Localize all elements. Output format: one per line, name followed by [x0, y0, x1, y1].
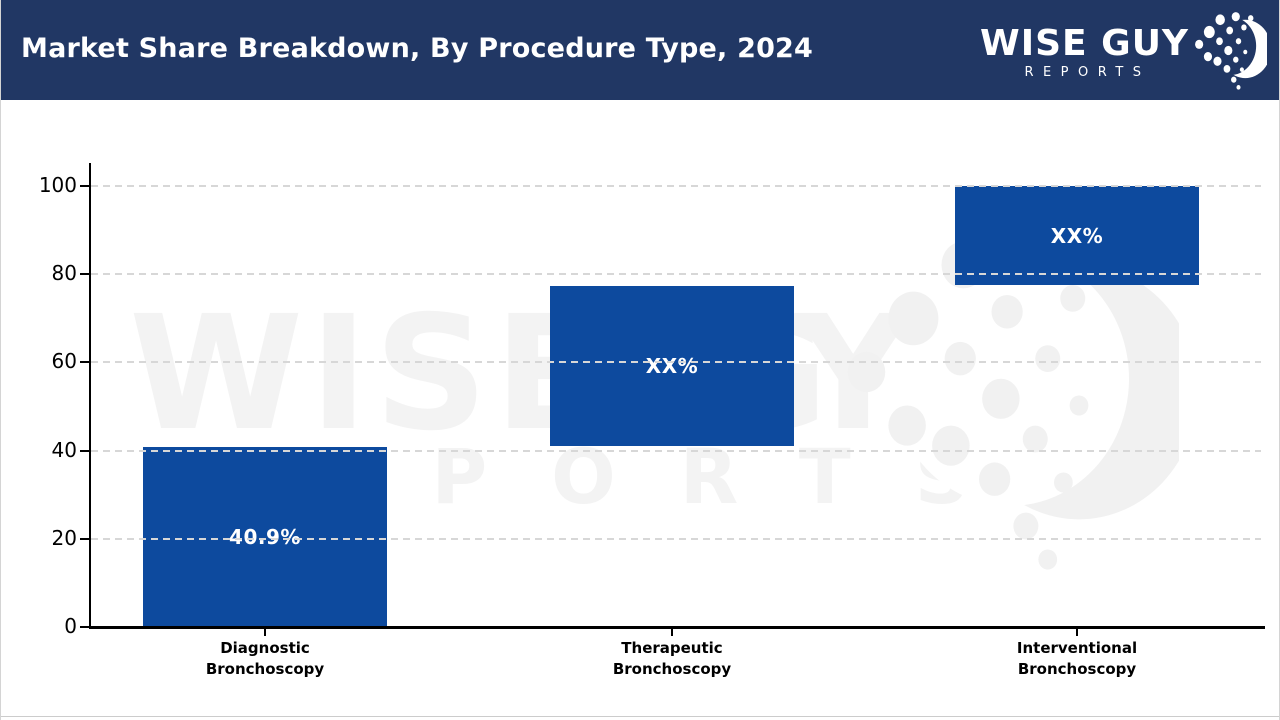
brand-logo-text: WISE GUY REPORTS [979, 23, 1189, 81]
y-axis-tick-label: 60 [51, 349, 77, 374]
gridline-20 [91, 537, 1261, 540]
page-title: Market Share Breakdown, By Procedure Typ… [21, 33, 814, 64]
bar-interventional-bronchoscopy: XX% [955, 186, 1199, 286]
bottom-border [1, 716, 1279, 717]
logo-subtext: REPORTS [1024, 65, 1151, 80]
bar-value-label: XX% [1050, 223, 1104, 248]
x-axis-category-label: Therapeutic Bronchoscopy [612, 639, 732, 678]
x-axis-category-label: Interventional Bronchoscopy [1016, 639, 1138, 678]
y-axis-tick-label: 100 [38, 173, 77, 197]
header-bar: Market Share Breakdown, By Procedure Typ… [1, 0, 1279, 100]
x-axis-tick [671, 628, 673, 636]
gridline-100 [91, 185, 1261, 187]
gridline-40 [91, 449, 1261, 452]
gridline-80 [91, 273, 1261, 276]
y-axis-tick-label: 0 [64, 614, 77, 638]
y-axis-tick [80, 626, 89, 628]
x-axis-tick [1076, 628, 1078, 636]
bar-diagnostic-bronchoscopy: 40.9% [143, 446, 387, 627]
y-axis-tick [80, 449, 89, 452]
y-axis-tick-label: 40 [51, 437, 77, 462]
bar-value-label: XX% [645, 354, 699, 379]
x-axis-category-label: Diagnostic Bronchoscopy [205, 639, 325, 678]
y-axis-line [89, 163, 91, 629]
gridline-60 [91, 361, 1261, 364]
logo-wordmark: WISE GUY [979, 23, 1189, 64]
x-axis-tick [264, 628, 266, 636]
bar-value-label: 40.9% [229, 524, 301, 549]
y-axis-tick [80, 185, 89, 187]
y-axis-tick [80, 537, 89, 540]
y-axis-tick [80, 361, 89, 364]
y-axis-tick-label: 20 [51, 525, 77, 550]
y-axis-tick [80, 273, 89, 276]
brand-logo: WISE GUY REPORTS [980, 6, 1267, 98]
logo-face-icon [1195, 12, 1267, 90]
y-axis-tick-label: 80 [51, 261, 77, 286]
bar-therapeutic-bronchoscopy: XX% [550, 286, 794, 447]
watermark-face-icon [847, 231, 1179, 570]
x-axis-line [89, 626, 1265, 629]
